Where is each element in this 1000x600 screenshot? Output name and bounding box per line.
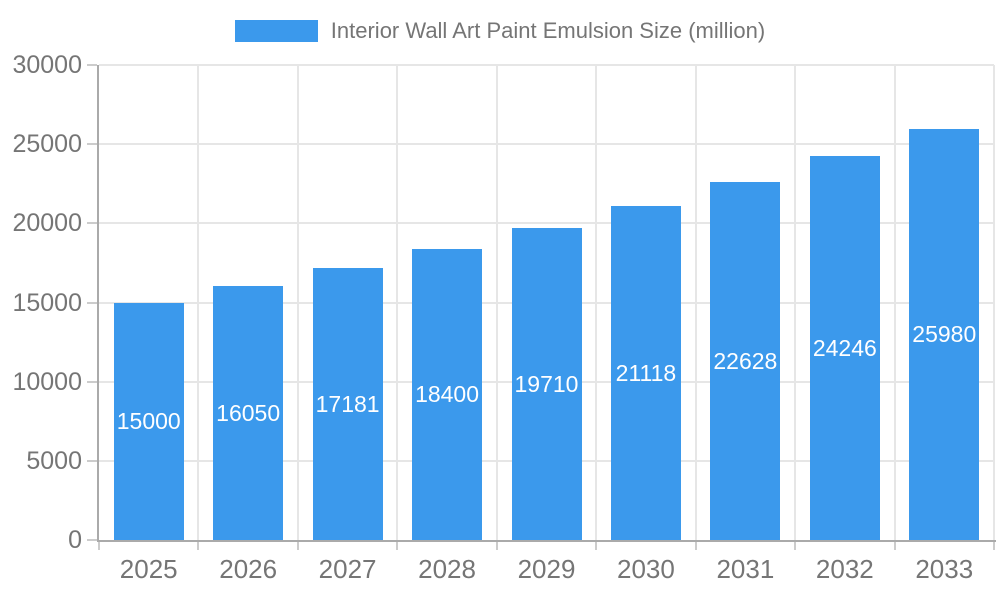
legend-swatch	[234, 20, 318, 42]
bar-value-label: 15000	[116, 408, 181, 435]
x-axis-tick-label: 2033	[915, 554, 974, 584]
y-axis-tick-label: 20000	[12, 209, 82, 238]
x-axis-tick	[197, 542, 200, 550]
bar-2026[interactable]: 16050	[213, 285, 284, 540]
x-axis-tick	[694, 542, 697, 550]
y-axis-tick	[87, 539, 97, 541]
bar-value-label: 24246	[812, 335, 877, 362]
y-axis-tick-label: 10000	[12, 367, 82, 396]
y-axis-tick-label: 0	[68, 526, 82, 554]
x-axis-tick-label: 2032	[815, 554, 874, 584]
x-axis-tick	[893, 542, 896, 550]
bar-2031[interactable]: 22628	[710, 181, 781, 540]
bar-2025[interactable]: 15000	[113, 302, 184, 540]
gridline-vertical	[893, 65, 896, 540]
y-axis-tick	[87, 380, 97, 383]
y-axis-tick-label: 30000	[12, 51, 82, 79]
x-axis-tick-label: 2028	[418, 554, 476, 584]
x-axis-tick	[595, 542, 598, 550]
bar-2028[interactable]: 18400	[412, 248, 483, 540]
bar-value-label: 22628	[713, 347, 778, 374]
y-axis-tick	[87, 301, 97, 304]
bar-2030[interactable]: 21118	[610, 205, 681, 540]
gridline-horizontal	[99, 64, 994, 66]
x-axis-tick	[794, 542, 797, 550]
bar-value-label: 17181	[315, 390, 380, 417]
gridline-horizontal	[99, 143, 994, 146]
x-axis-tick	[993, 542, 995, 550]
x-axis-tick	[495, 542, 498, 550]
x-axis-tick	[296, 542, 299, 550]
gridline-vertical	[993, 65, 995, 540]
gridline-vertical	[495, 65, 498, 540]
x-axis-tick-label: 2031	[716, 554, 775, 584]
y-axis-tick-label: 15000	[12, 288, 82, 317]
x-axis-tick-label: 2027	[318, 554, 377, 584]
bar-value-label: 16050	[216, 399, 281, 426]
y-axis-tick	[87, 459, 97, 462]
gridline-horizontal	[99, 222, 994, 225]
y-axis-line	[97, 65, 99, 542]
bar-2033[interactable]: 25980	[909, 128, 980, 540]
bar-value-label: 19710	[514, 370, 579, 397]
x-axis-line	[97, 540, 996, 542]
bar-value-label: 25980	[912, 321, 977, 348]
x-axis-tick-label: 2030	[617, 554, 675, 584]
gridline-vertical	[694, 65, 697, 540]
gridline-vertical	[296, 65, 299, 540]
x-axis-tick	[98, 542, 100, 550]
y-axis-tick	[87, 64, 97, 66]
y-axis-tick	[87, 222, 97, 225]
legend: Interior Wall Art Paint Emulsion Size (m…	[0, 18, 1000, 44]
bar-2032[interactable]: 24246	[809, 156, 880, 540]
legend-item[interactable]: Interior Wall Art Paint Emulsion Size (m…	[234, 18, 766, 44]
x-axis-tick-label: 2025	[119, 554, 178, 584]
gridline-vertical	[595, 65, 598, 540]
bar-2027[interactable]: 17181	[312, 267, 383, 540]
gridline-vertical	[396, 65, 399, 540]
legend-label: Interior Wall Art Paint Emulsion Size (m…	[330, 18, 766, 43]
x-axis-tick-label: 2029	[517, 554, 576, 584]
gridline-vertical	[197, 65, 200, 540]
y-axis-tick	[87, 143, 97, 146]
x-axis-tick	[396, 542, 399, 550]
bar-value-label: 21118	[615, 359, 677, 386]
y-axis-tick-label: 5000	[26, 446, 82, 475]
y-axis-tick-label: 25000	[12, 130, 82, 159]
bar-value-label: 18400	[415, 381, 480, 408]
x-axis-tick-label: 2026	[219, 554, 278, 584]
bar-2029[interactable]: 19710	[511, 227, 582, 540]
gridline-vertical	[794, 65, 797, 540]
